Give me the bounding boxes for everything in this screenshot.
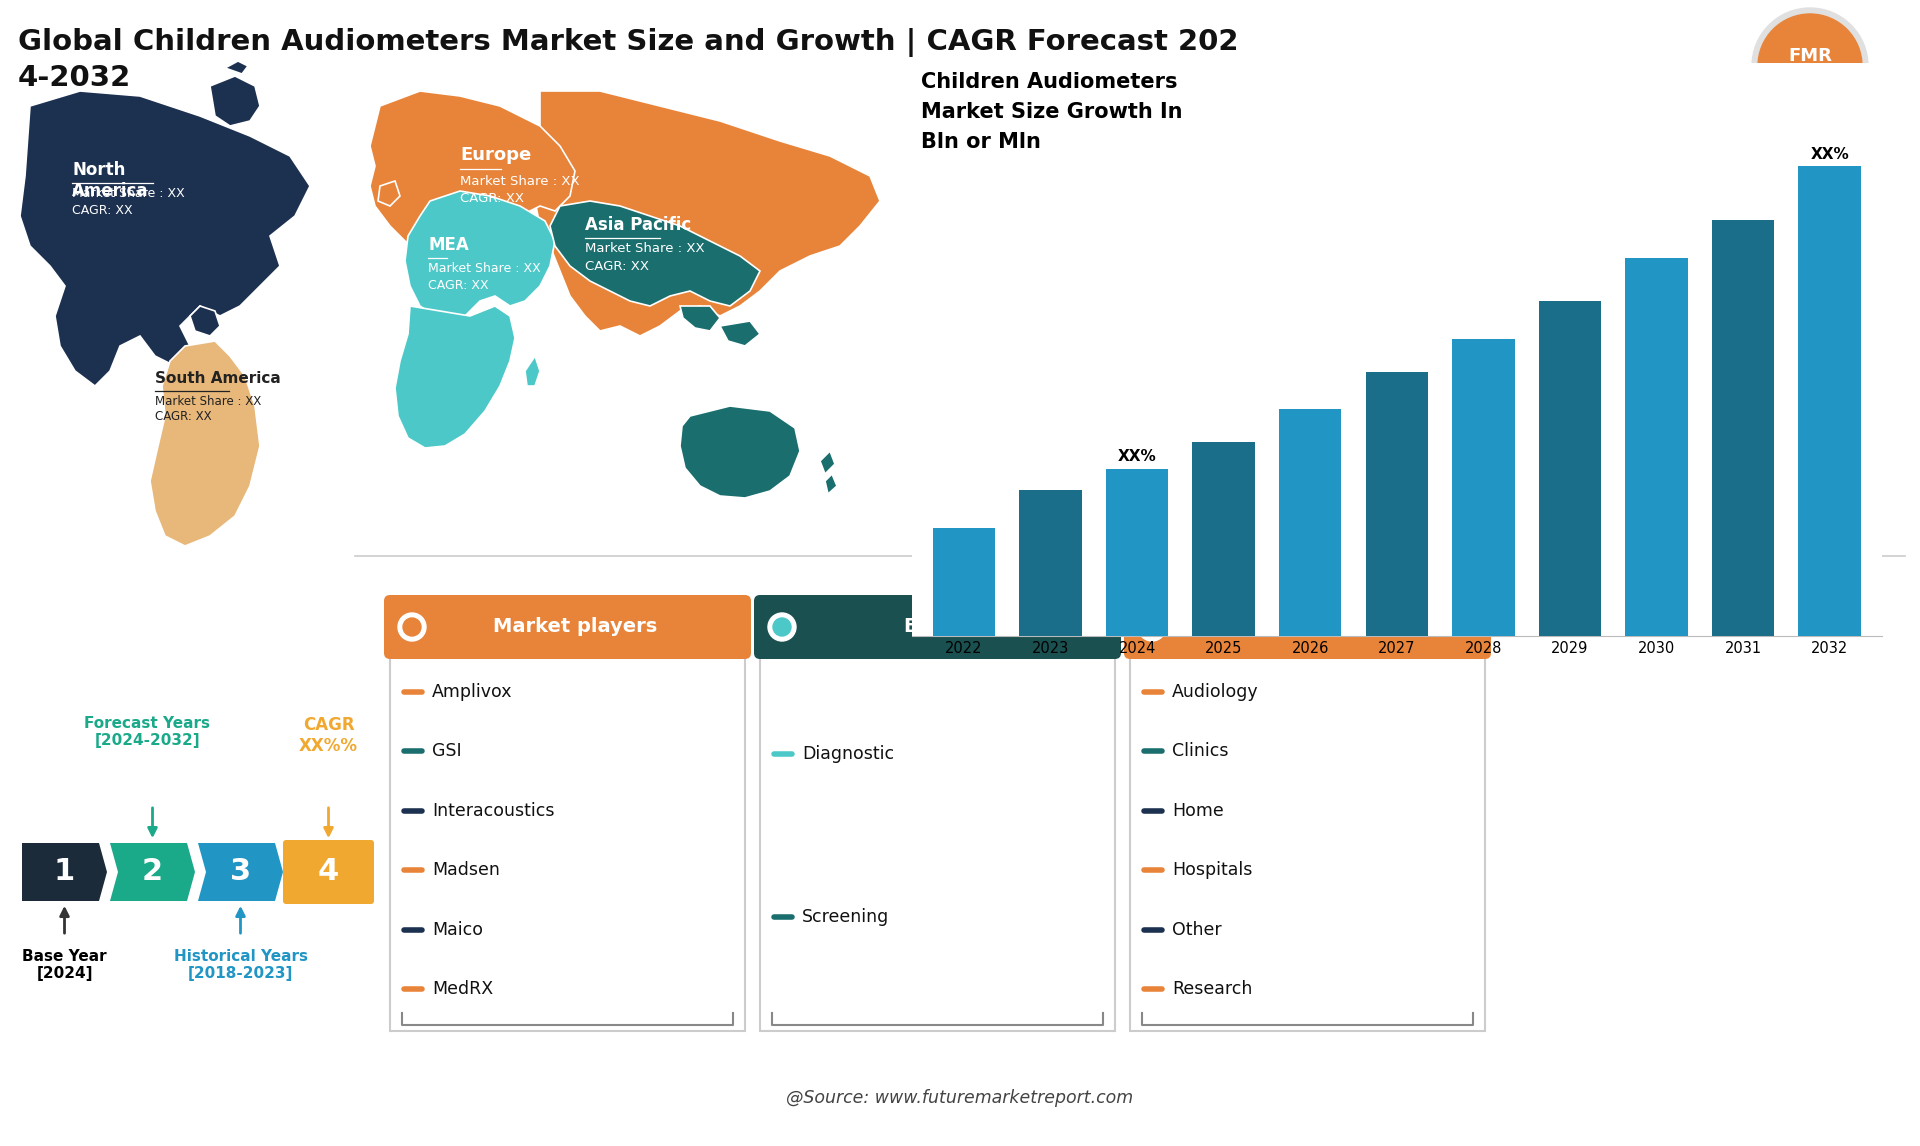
FancyBboxPatch shape <box>755 595 1121 659</box>
FancyBboxPatch shape <box>1123 595 1492 659</box>
Text: Forecast Years
[2024-2032]: Forecast Years [2024-2032] <box>84 715 211 748</box>
Text: Clinics: Clinics <box>1171 743 1229 760</box>
Polygon shape <box>536 91 879 336</box>
Circle shape <box>397 613 426 641</box>
Text: Diagnostic: Diagnostic <box>803 745 895 763</box>
Text: Screening: Screening <box>803 908 889 926</box>
Text: Market Share : XX: Market Share : XX <box>156 395 261 408</box>
Polygon shape <box>680 306 720 331</box>
Polygon shape <box>405 191 555 321</box>
FancyBboxPatch shape <box>282 840 374 904</box>
Text: 2: 2 <box>142 857 163 887</box>
Text: 1: 1 <box>54 857 75 887</box>
Polygon shape <box>549 201 760 306</box>
Text: By type: By type <box>904 618 987 636</box>
FancyBboxPatch shape <box>760 656 1116 1031</box>
Text: FUTURE MARKET REPORT: FUTURE MARKET REPORT <box>1763 81 1859 91</box>
Text: Home: Home <box>1171 802 1223 819</box>
Circle shape <box>403 618 420 636</box>
Bar <box>1799 166 1860 636</box>
Polygon shape <box>209 76 259 126</box>
Text: CAGR: XX: CAGR: XX <box>586 259 649 273</box>
FancyBboxPatch shape <box>1131 656 1484 1031</box>
Wedge shape <box>1759 14 1811 118</box>
Bar <box>1538 301 1601 636</box>
Text: By application: By application <box>1236 618 1394 636</box>
Polygon shape <box>378 181 399 206</box>
Polygon shape <box>826 474 837 494</box>
Polygon shape <box>680 406 801 499</box>
Text: XX%: XX% <box>1117 449 1156 464</box>
Bar <box>1713 220 1774 636</box>
Polygon shape <box>371 91 574 251</box>
Circle shape <box>1139 613 1165 641</box>
Circle shape <box>1751 8 1868 124</box>
Text: North
America: North America <box>73 160 148 199</box>
Bar <box>1106 469 1167 636</box>
Polygon shape <box>720 321 760 346</box>
Text: GSI: GSI <box>432 743 461 760</box>
Polygon shape <box>820 452 835 474</box>
Text: Other: Other <box>1171 920 1221 939</box>
Text: Madsen: Madsen <box>432 862 499 879</box>
Text: Interacoustics: Interacoustics <box>432 802 555 819</box>
Text: Hospitals: Hospitals <box>1171 862 1252 879</box>
Text: Market Share : XX: Market Share : XX <box>461 174 580 188</box>
Polygon shape <box>225 61 248 74</box>
Bar <box>1192 441 1256 636</box>
Bar <box>933 528 995 636</box>
Text: Europe: Europe <box>461 146 532 164</box>
Text: Market Share : XX: Market Share : XX <box>586 243 705 256</box>
Text: 4: 4 <box>319 857 340 887</box>
Polygon shape <box>21 843 108 901</box>
Text: @Source: www.futuremarketreport.com: @Source: www.futuremarketreport.com <box>787 1089 1133 1107</box>
Polygon shape <box>150 342 259 545</box>
Text: MEA: MEA <box>428 236 468 254</box>
Polygon shape <box>396 306 515 448</box>
Circle shape <box>1142 618 1162 636</box>
Bar <box>1365 371 1428 636</box>
Bar <box>1279 409 1342 636</box>
Text: CAGR: XX: CAGR: XX <box>428 278 488 291</box>
Circle shape <box>768 613 797 641</box>
Polygon shape <box>190 306 221 336</box>
Text: FMR: FMR <box>1788 47 1832 65</box>
Text: CAGR: XX: CAGR: XX <box>73 204 132 217</box>
Text: Amplivox: Amplivox <box>432 683 513 700</box>
Text: Children Audiometers
Market Size Growth In
Bln or Mln: Children Audiometers Market Size Growth … <box>922 72 1183 151</box>
Wedge shape <box>1811 14 1862 118</box>
Text: MedRX: MedRX <box>432 980 493 998</box>
Text: CAGR: XX: CAGR: XX <box>156 410 211 424</box>
Text: 4-2032: 4-2032 <box>17 64 131 92</box>
Text: XX%: XX% <box>1811 147 1849 162</box>
Text: Historical Years
[2018-2023]: Historical Years [2018-2023] <box>173 949 307 981</box>
Bar <box>1626 258 1688 636</box>
Text: Research: Research <box>1171 980 1252 998</box>
Polygon shape <box>198 843 282 901</box>
Text: 3: 3 <box>230 857 252 887</box>
Text: Global Children Audiometers Market Size and Growth | CAGR Forecast 202: Global Children Audiometers Market Size … <box>17 28 1238 57</box>
Polygon shape <box>524 356 540 386</box>
Text: Base Year
[2024]: Base Year [2024] <box>23 949 108 981</box>
FancyBboxPatch shape <box>390 656 745 1031</box>
Text: Maico: Maico <box>432 920 484 939</box>
Text: CAGR: XX: CAGR: XX <box>461 191 524 205</box>
Text: CAGR
XX%%: CAGR XX%% <box>300 716 357 755</box>
Text: Market Share : XX: Market Share : XX <box>428 262 541 275</box>
Bar <box>1020 490 1081 636</box>
Circle shape <box>774 618 791 636</box>
Polygon shape <box>109 843 196 901</box>
Text: Market Share : XX: Market Share : XX <box>73 188 184 201</box>
Text: Asia Pacific: Asia Pacific <box>586 215 691 234</box>
FancyBboxPatch shape <box>384 595 751 659</box>
Text: South America: South America <box>156 371 280 386</box>
Text: Market players: Market players <box>493 618 659 636</box>
Text: Audiology: Audiology <box>1171 683 1260 700</box>
Bar <box>1452 339 1515 636</box>
Polygon shape <box>19 91 309 386</box>
